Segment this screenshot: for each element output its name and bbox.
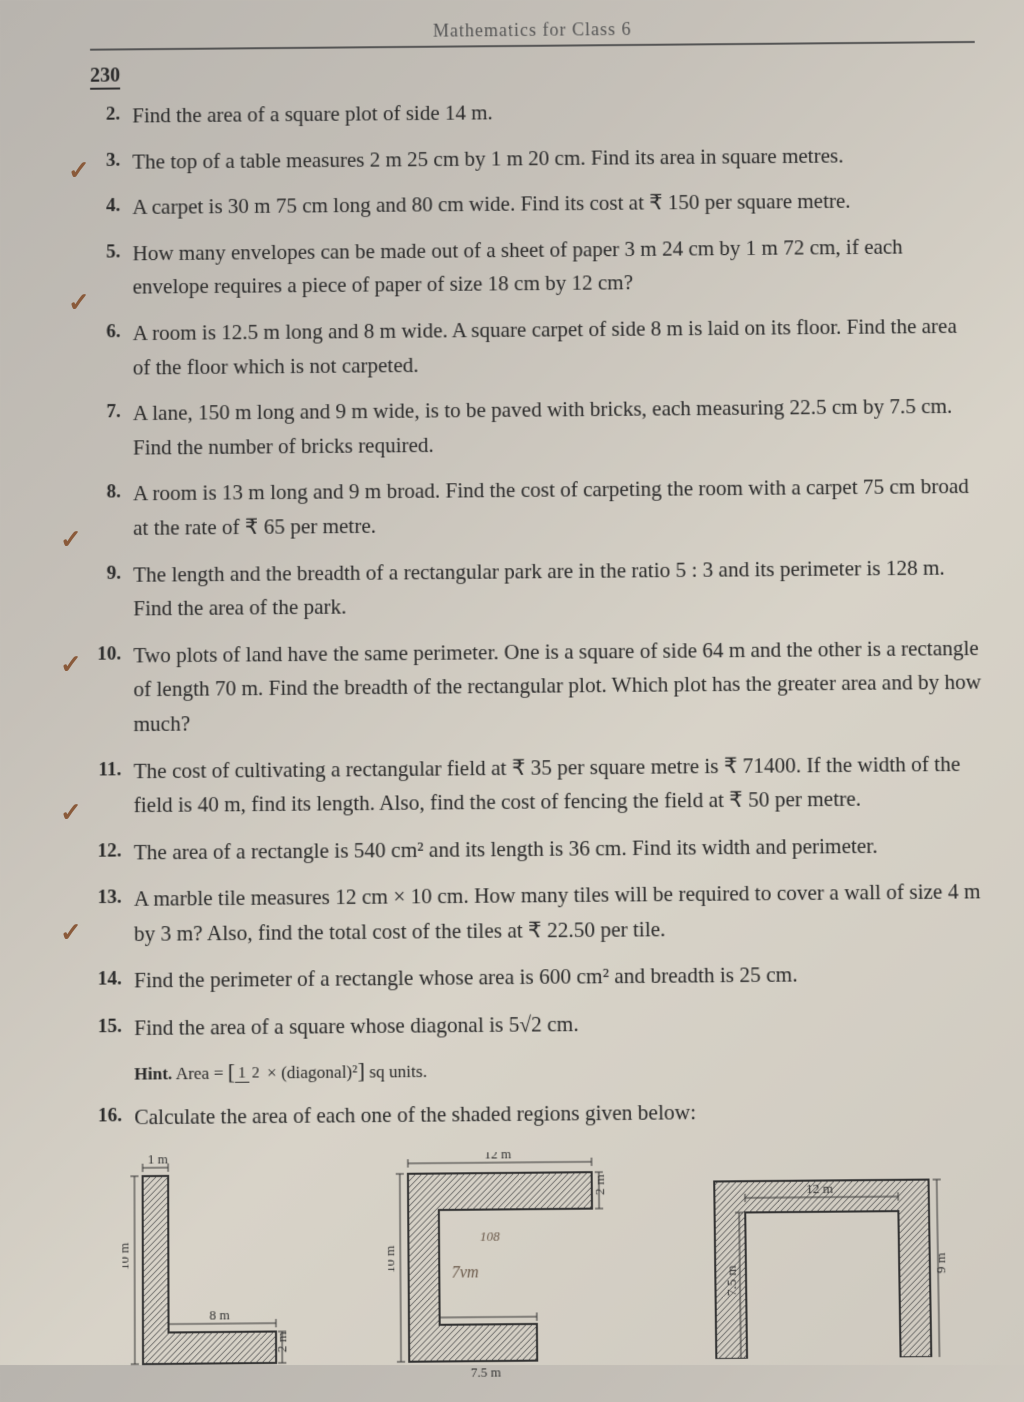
question-text: A room is 12.5 m long and 8 m wide. A sq…: [133, 309, 981, 384]
pencil-check-icon: ✓: [60, 650, 82, 680]
page-number: 230: [90, 64, 120, 89]
figures-row: 1 m 10 m 8 m 2 m 12 m 2 m 10 m 7.5 m: [122, 1148, 997, 1385]
dim-label: 12 m: [484, 1151, 511, 1162]
question-text: Find the area of a square plot of side 1…: [132, 92, 976, 133]
dim-label: 1 m: [148, 1154, 168, 1167]
figure-iii: 12 m 7.5 m 9 m: [693, 1148, 962, 1359]
question-number: 3.: [90, 145, 132, 179]
question-text: How many envelopes can be made out of a …: [132, 230, 979, 305]
question-row: 7.A lane, 150 m long and 9 m wide, is to…: [91, 390, 982, 466]
question-number: 10.: [91, 639, 134, 743]
question-row: 6.A room is 12.5 m long and 8 m wide. A …: [90, 309, 980, 385]
question-number: 11.: [91, 754, 134, 823]
pencil-check-icon: ✓: [60, 525, 82, 555]
question-text: A marble tile measures 12 cm × 10 cm. Ho…: [134, 875, 990, 952]
question-row: 13.A marble tile measures 12 cm × 10 cm.…: [91, 875, 990, 952]
question-row: 16.Calculate the area of each one of the…: [91, 1092, 992, 1135]
question-text: The length and the breadth of a rectangu…: [133, 550, 984, 626]
figure-i: 1 m 10 m 8 m 2 m: [122, 1154, 327, 1386]
hint-label: Hint.: [134, 1063, 172, 1083]
question-number: 16.: [91, 1100, 134, 1135]
question-text: A room is 13 m long and 9 m broad. Find …: [133, 470, 983, 546]
question-row: 12.The area of a rectangle is 540 cm² an…: [91, 828, 988, 871]
dim-label: 12 m: [806, 1181, 833, 1197]
question-row: 10.Two plots of land have the same perim…: [91, 631, 986, 742]
question-text: A lane, 150 m long and 9 m wide, is to b…: [133, 390, 982, 466]
question-text: Find the area of a square whose diagonal…: [134, 1004, 991, 1046]
question-number: 5.: [90, 237, 132, 305]
question-row: 8.A room is 13 m long and 9 m broad. Fin…: [91, 470, 983, 546]
book-header: Mathematics for Class 6: [90, 16, 975, 45]
question-text: Two plots of land have the same perimete…: [133, 631, 986, 742]
question-row: 3.The top of a table measures 2 m 25 cm …: [90, 138, 977, 180]
dim-label: 9 m: [933, 1253, 949, 1274]
handwriting: 7vm: [451, 1264, 478, 1282]
question-number: 7.: [91, 397, 133, 466]
pencil-check-icon: ✓: [60, 918, 82, 948]
page: Mathematics for Class 6 230 2.Find the a…: [0, 0, 1024, 1402]
question-list: 2.Find the area of a square plot of side…: [90, 92, 993, 1135]
question-row: 14.Find the perimeter of a rectangle who…: [91, 957, 990, 1000]
question-number: 6.: [90, 317, 132, 385]
pencil-check-icon: ✓: [60, 798, 82, 828]
hint-text: Area = [12 × (diagonal)²] sq units.: [176, 1061, 427, 1083]
question-number: 15.: [91, 1011, 134, 1046]
question-text: Find the perimeter of a rectangle whose …: [134, 957, 991, 999]
question-row: 2.Find the area of a square plot of side…: [90, 92, 976, 133]
question-text: The area of a rectangle is 540 cm² and i…: [134, 828, 989, 870]
question-text: The cost of cultivating a rectangular fi…: [134, 747, 988, 824]
question-number: 14.: [91, 964, 134, 999]
pencil-check-icon: ✓: [68, 288, 90, 318]
question-number: 9.: [91, 558, 134, 627]
question-text: A carpet is 30 m 75 cm long and 80 cm wi…: [132, 184, 977, 225]
handwriting: 108: [480, 1228, 501, 1244]
question-number: 8.: [91, 477, 133, 546]
question-number: 4.: [90, 191, 132, 225]
figure-ii: 12 m 2 m 10 m 7.5 m 108 7vm: [387, 1151, 634, 1383]
pencil-check-icon: ✓: [68, 156, 90, 186]
question-row: 15.Find the area of a square whose diago…: [91, 1004, 991, 1047]
question-text: Calculate the area of each one of the sh…: [134, 1092, 993, 1135]
hint-line: Hint. Area = [12 × (diagonal)²] sq units…: [134, 1051, 992, 1086]
dim-label: 10 m: [122, 1243, 131, 1271]
dim-label: 7.5 m: [723, 1265, 739, 1296]
question-row: 5.How many envelopes can be made out of …: [90, 230, 979, 306]
question-number: 13.: [91, 882, 134, 952]
question-row: 9.The length and the breadth of a rectan…: [91, 550, 985, 626]
dim-label: 7.5 m: [471, 1364, 501, 1380]
dim-label: 8 m: [209, 1307, 229, 1323]
question-number: 12.: [91, 835, 134, 870]
question-text: The top of a table measures 2 m 25 cm by…: [132, 138, 977, 179]
dim-label: 10 m: [387, 1246, 397, 1274]
question-row: 4.A carpet is 30 m 75 cm long and 80 cm …: [90, 184, 977, 226]
question-number: 2.: [90, 99, 132, 133]
question-row: 11.The cost of cultivating a rectangular…: [91, 747, 988, 824]
